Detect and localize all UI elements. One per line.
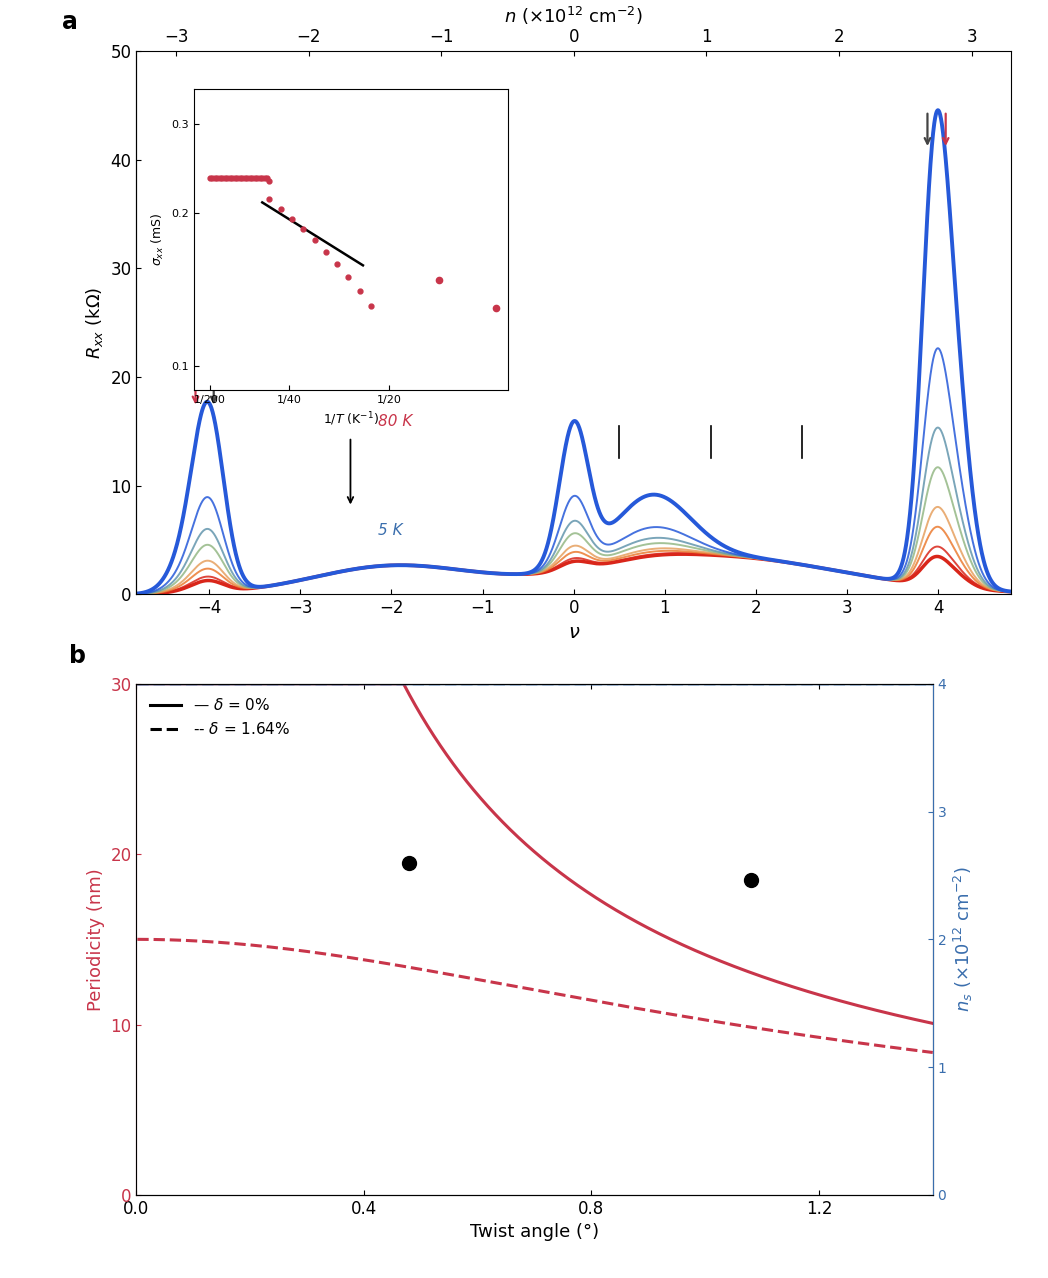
Text: 80 K: 80 K xyxy=(377,414,412,429)
Y-axis label: Periodicity (nm): Periodicity (nm) xyxy=(87,868,105,1011)
X-axis label: $n$ ($\times$10$^{12}$ cm$^{-2}$): $n$ ($\times$10$^{12}$ cm$^{-2}$) xyxy=(504,5,643,27)
Y-axis label: $n_s$ ($\times$10$^{12}$ cm$^{-2}$): $n_s$ ($\times$10$^{12}$ cm$^{-2}$) xyxy=(952,866,975,1012)
Legend: — $\delta$ = 0%, -- $\delta$ = 1.64%: — $\delta$ = 0%, -- $\delta$ = 1.64% xyxy=(144,691,297,744)
Text: b: b xyxy=(68,644,86,668)
X-axis label: $\nu$: $\nu$ xyxy=(568,622,580,642)
Y-axis label: $R_{xx}$ (k$\Omega$): $R_{xx}$ (k$\Omega$) xyxy=(84,286,105,359)
Y-axis label: $\sigma_{xx}$ (mS): $\sigma_{xx}$ (mS) xyxy=(150,213,166,266)
Text: 5 K: 5 K xyxy=(377,523,402,538)
Text: a: a xyxy=(62,10,78,35)
X-axis label: $1/T$ (K$^{-1}$): $1/T$ (K$^{-1}$) xyxy=(323,410,379,428)
X-axis label: Twist angle (°): Twist angle (°) xyxy=(470,1223,599,1241)
